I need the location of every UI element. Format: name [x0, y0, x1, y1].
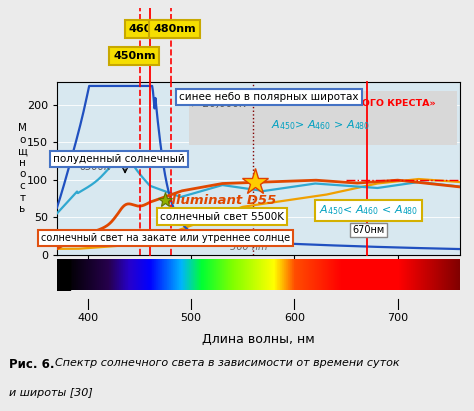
Text: Рис. 6.: Рис. 6. — [9, 358, 55, 371]
FancyBboxPatch shape — [189, 91, 456, 145]
Text: и широты [30]: и широты [30] — [9, 388, 93, 398]
Text: 500: 500 — [181, 312, 201, 323]
Text: $A_{450}$> $A_{460}$ > $A_{480}$: $A_{450}$> $A_{460}$ > $A_{480}$ — [271, 118, 370, 132]
Y-axis label: М
о
щ
н
о
с
т
ь: М о щ н о с т ь — [18, 123, 27, 214]
Text: 400: 400 — [77, 312, 99, 323]
Text: УСЛОВИЯ «МЕЛАНОПСИНОВОГО КРЕСТА»: УСЛОВИЯ «МЕЛАНОПСИНОВОГО КРЕСТА» — [206, 99, 435, 108]
Text: полуденный солнечный: полуденный солнечный — [53, 154, 185, 164]
Text: 670нм: 670нм — [353, 225, 385, 235]
Text: illuminant D55: illuminant D55 — [167, 194, 277, 207]
Text: 480nm: 480nm — [153, 24, 196, 34]
Text: Длина волны, нм: Длина волны, нм — [202, 333, 315, 346]
Text: солнечный свет 5500K: солнечный свет 5500K — [160, 212, 284, 222]
Text: 450nm: 450nm — [113, 51, 155, 61]
Text: > 20,000K: > 20,000K — [191, 99, 246, 109]
Text: 700: 700 — [387, 312, 409, 323]
Text: $A_{450}$< $A_{460}$ < $A_{480}$: $A_{450}$< $A_{460}$ < $A_{480}$ — [319, 203, 419, 217]
Text: 460nm: 460nm — [128, 24, 171, 34]
Text: < 4000K: < 4000K — [73, 239, 115, 249]
Text: 600: 600 — [284, 312, 305, 323]
Text: синее небо в полярных широтах: синее небо в полярных широтах — [179, 92, 358, 102]
Text: 560 nm: 560 nm — [230, 242, 268, 252]
Text: Спектр солнечного света в зависимости от времени суток: Спектр солнечного света в зависимости от… — [55, 358, 399, 367]
Text: солнечный свет на закате или утреннее солнце: солнечный свет на закате или утреннее со… — [41, 233, 290, 243]
Text: 6500K: 6500K — [80, 162, 111, 172]
